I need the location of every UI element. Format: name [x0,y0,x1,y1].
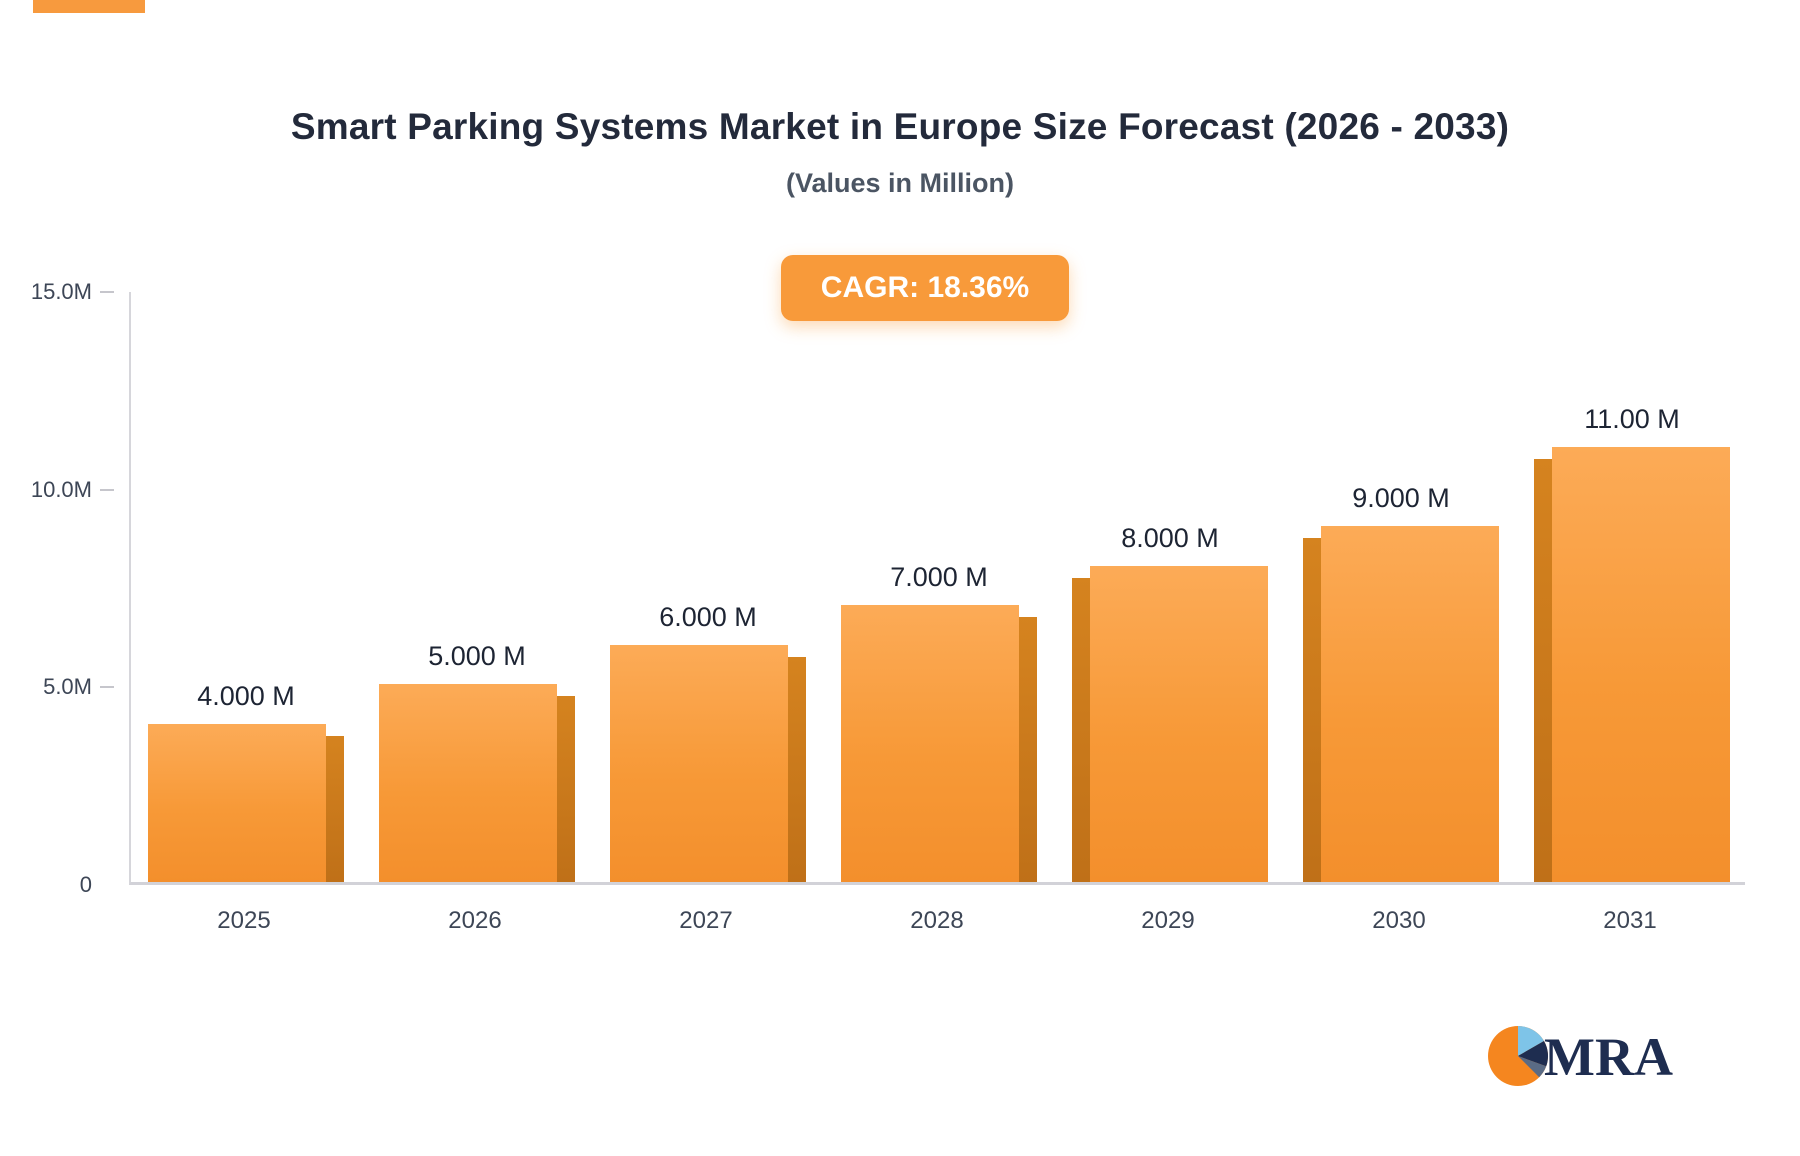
mra-logo-text: MRA [1544,1027,1673,1087]
bar-value-label-2028: 7.000 M [890,562,988,592]
x-axis-label-2029: 2029 [1141,907,1195,934]
bar-2031 [1552,447,1730,882]
x-axis-label-2026: 2026 [448,907,502,934]
bar-value-label-2031: 11.00 M [1584,404,1680,434]
bar-2030 [1321,526,1499,882]
bar-side-face-2028 [1019,617,1037,882]
bar-2029 [1090,566,1268,882]
bar-value-label-2030: 9.000 M [1352,483,1450,513]
y-axis-label-0: 0 [79,872,92,897]
x-axis-label-2028: 2028 [910,907,964,934]
y-axis-label-5.0M: 5.0M [43,674,92,699]
bar-side-face-2026 [557,696,575,882]
x-axis-label-2031: 2031 [1603,907,1657,934]
bar-side-face-2031 [1534,459,1552,882]
y-axis-tick-10.0M [100,489,114,491]
bar-2025 [148,724,326,882]
x-axis-label-2030: 2030 [1372,907,1426,934]
x-axis-label-2025: 2025 [217,907,271,934]
bar-side-face-2027 [788,657,806,882]
bar-side-face-2025 [326,736,344,882]
mra-logo: MRA [1482,1016,1690,1096]
cagr-badge-label: CAGR: 18.36% [820,271,1030,304]
y-axis-tick-15.0M [100,291,114,293]
bar-2027 [610,645,788,882]
x-axis-label-2027: 2027 [679,907,733,934]
bar-2028 [841,605,1019,882]
bar-value-label-2025: 4.000 M [197,681,295,711]
bar-side-face-2029 [1072,578,1090,882]
cagr-badge: CAGR: 18.36% [781,255,1069,321]
bar-value-label-2027: 6.000 M [659,602,757,632]
plot-area: 4.000 M 5.000 M 6.000 M 7.000 M 8.000 M 9.000… [129,292,1745,885]
bar-2026 [379,684,557,882]
chart-title: Smart Parking Systems Market in Europe S… [290,106,1510,147]
bar-value-label-2026: 5.000 M [428,641,526,671]
y-axis-label-10.0M: 10.0M [30,477,92,502]
pie-chart-icon [1488,1026,1549,1086]
y-axis-tick-5.0M [100,686,114,688]
y-axis-label-15.0M: 15.0M [30,279,92,304]
mra-logo-graphic: MRA [1488,1026,1673,1087]
bar-value-label-2029: 8.000 M [1121,523,1219,553]
bar-side-face-2030 [1303,538,1321,882]
top-edge-accent [33,0,145,13]
chart: 4.000 M 5.000 M 6.000 M 7.000 M 8.000 M 9.000… [0,279,1800,972]
chart-subtitle: (Values in Million) [785,168,1015,198]
